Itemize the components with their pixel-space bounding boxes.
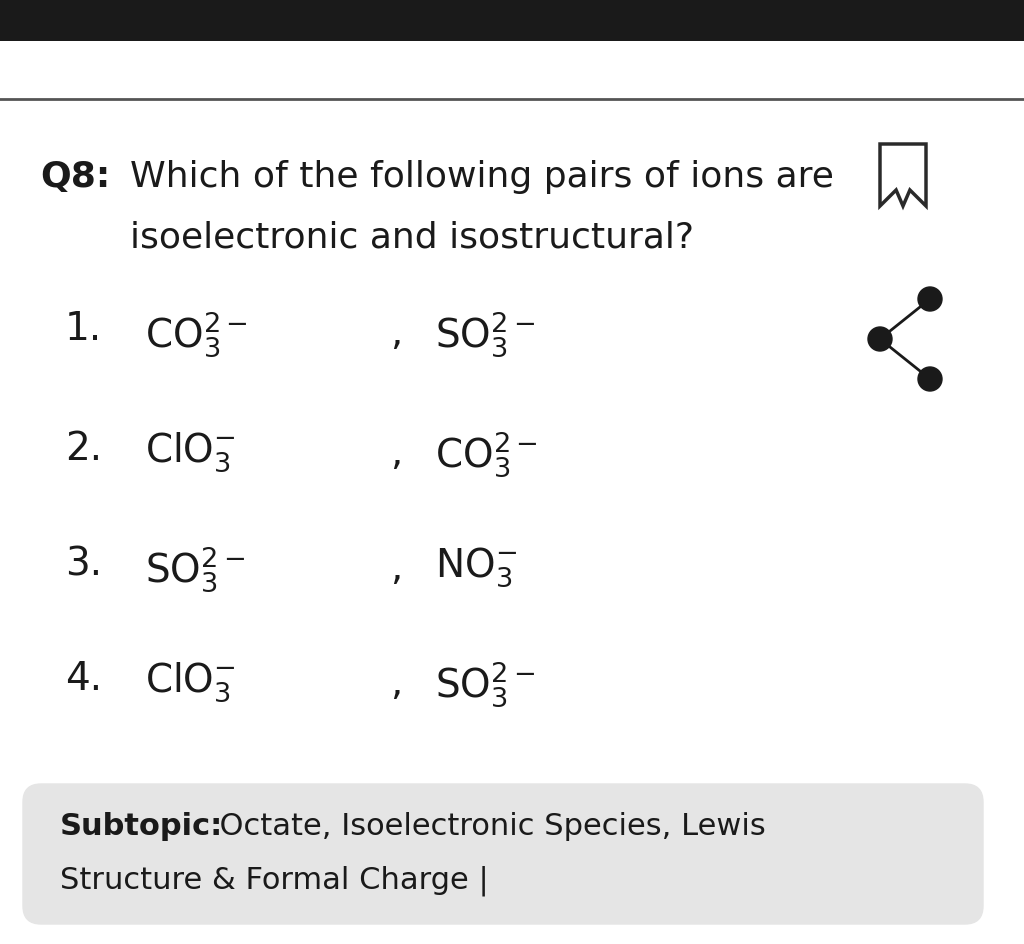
FancyBboxPatch shape <box>23 784 983 924</box>
Circle shape <box>918 367 942 392</box>
Text: ClO$_3^{-}$: ClO$_3^{-}$ <box>145 430 236 473</box>
Text: ,: , <box>390 664 402 701</box>
Text: Octate, Isoelectronic Species, Lewis: Octate, Isoelectronic Species, Lewis <box>200 811 766 840</box>
Text: SO$_3^{2-}$: SO$_3^{2-}$ <box>145 545 245 595</box>
Circle shape <box>918 288 942 312</box>
Text: ,: , <box>390 433 402 471</box>
Text: ,: , <box>390 548 402 586</box>
Text: SO$_3^{2-}$: SO$_3^{2-}$ <box>435 659 536 709</box>
Text: SO$_3^{2-}$: SO$_3^{2-}$ <box>435 310 536 360</box>
Text: ClO$_3^{-}$: ClO$_3^{-}$ <box>145 659 236 703</box>
Text: ,: , <box>390 313 402 351</box>
Text: NO$_3^{-}$: NO$_3^{-}$ <box>435 545 517 588</box>
Text: Which of the following pairs of ions are: Which of the following pairs of ions are <box>130 160 834 194</box>
Circle shape <box>868 328 892 351</box>
Text: CO$_3^{2-}$: CO$_3^{2-}$ <box>435 430 538 480</box>
Text: Subtopic:: Subtopic: <box>60 811 223 840</box>
Text: Q8:: Q8: <box>40 160 111 194</box>
Text: 1.: 1. <box>65 310 102 347</box>
Text: Structure & Formal Charge |: Structure & Formal Charge | <box>60 864 488 895</box>
Text: CO$_3^{2-}$: CO$_3^{2-}$ <box>145 310 248 360</box>
Text: isoelectronic and isostructural?: isoelectronic and isostructural? <box>130 220 694 254</box>
FancyBboxPatch shape <box>0 42 1024 87</box>
Text: 2.: 2. <box>65 430 102 467</box>
FancyBboxPatch shape <box>0 0 1024 42</box>
Text: 4.: 4. <box>65 659 102 698</box>
Text: 3.: 3. <box>65 545 102 582</box>
